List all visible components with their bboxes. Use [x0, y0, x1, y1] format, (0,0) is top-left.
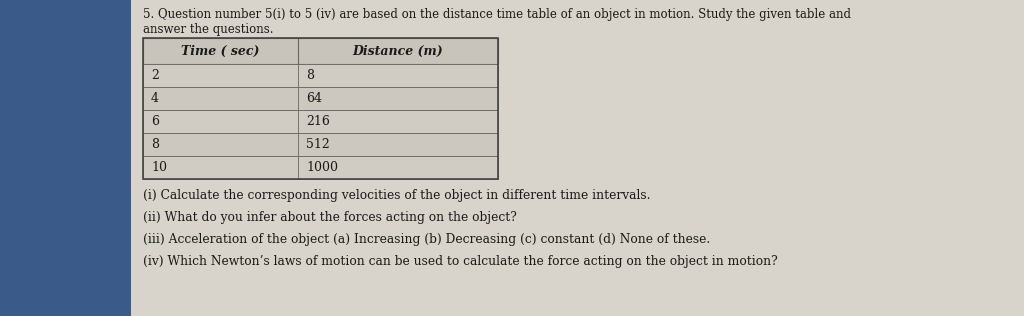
Text: answer the questions.: answer the questions.: [143, 23, 273, 36]
FancyBboxPatch shape: [143, 38, 498, 64]
Text: Distance (m): Distance (m): [352, 45, 443, 58]
Text: 216: 216: [306, 115, 330, 128]
Text: 2: 2: [151, 69, 159, 82]
Text: (iii) Acceleration of the object (a) Increasing (b) Decreasing (c) constant (d) : (iii) Acceleration of the object (a) Inc…: [143, 233, 711, 246]
Text: 8: 8: [306, 69, 314, 82]
FancyBboxPatch shape: [143, 64, 498, 87]
Text: 10: 10: [151, 161, 167, 174]
FancyBboxPatch shape: [131, 0, 1024, 316]
Text: 512: 512: [306, 138, 330, 151]
Text: (i) Calculate the corresponding velocities of the object in different time inter: (i) Calculate the corresponding velociti…: [143, 189, 650, 202]
FancyBboxPatch shape: [143, 110, 498, 133]
Text: (iv) Which Newton’s laws of motion can be used to calculate the force acting on : (iv) Which Newton’s laws of motion can b…: [143, 255, 778, 268]
Text: Time ( sec): Time ( sec): [181, 45, 260, 58]
Text: 5. Question number 5(i) to 5 (iv) are based on the distance time table of an obj: 5. Question number 5(i) to 5 (iv) are ba…: [143, 8, 851, 21]
Text: 64: 64: [306, 92, 322, 105]
Text: (ii) What do you infer about the forces acting on the object?: (ii) What do you infer about the forces …: [143, 211, 517, 224]
Text: 6: 6: [151, 115, 159, 128]
Text: 8: 8: [151, 138, 159, 151]
FancyBboxPatch shape: [143, 87, 498, 110]
FancyBboxPatch shape: [143, 133, 498, 156]
FancyBboxPatch shape: [143, 156, 498, 179]
Text: 1000: 1000: [306, 161, 338, 174]
Text: 4: 4: [151, 92, 159, 105]
